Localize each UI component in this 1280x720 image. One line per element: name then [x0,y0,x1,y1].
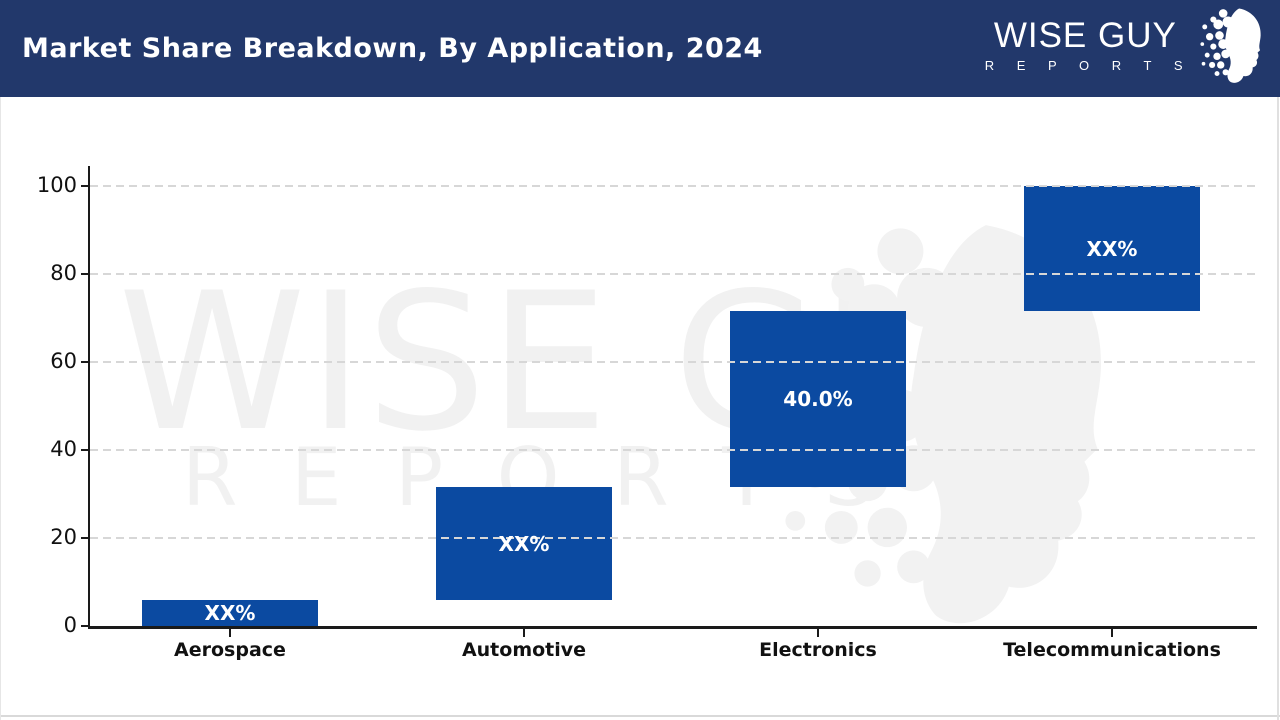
bar-value-label-telecommunications: XX% [1086,236,1138,261]
x-tick-telecommunications [1111,629,1113,637]
dotted-head-icon [1200,8,1261,83]
wise-guy-reports-logo: WISE GUY R E P O R T S [985,6,1270,92]
gridline-y-60 [90,361,1257,363]
left-hairline [0,97,1,720]
y-tick-label-60: 60 [50,349,77,373]
gridline-y-40 [90,449,1257,451]
y-tick-label-100: 100 [36,173,77,197]
page-title: Market Share Breakdown, By Application, … [22,33,763,64]
x-category-label-automotive: Automotive [461,639,587,661]
y-axis-line [88,166,90,629]
bar-aerospace [142,600,318,626]
x-category-label-aerospace: Aerospace [174,639,286,661]
bar-value-label-aerospace: XX% [204,601,256,626]
y-tick-label-20: 20 [50,525,77,549]
bar-automotive [436,487,612,601]
y-tick-label-80: 80 [50,261,77,285]
y-tick-20 [81,537,90,539]
bar-value-label-electronics: 40.0% [783,387,853,412]
y-tick-60 [81,361,90,363]
y-tick-label-0: 0 [63,613,77,637]
x-category-label-electronics: Electronics [759,639,877,661]
bottom-hairline [0,715,1280,717]
gridline-y-20 [90,537,1257,539]
right-hairline [1277,97,1279,720]
x-tick-electronics [817,629,819,637]
bar-telecommunications [1024,186,1200,312]
x-tick-automotive [523,629,525,637]
gridline-y-80 [90,273,1257,275]
y-tick-40 [81,449,90,451]
bar-electronics [730,311,906,488]
x-axis-line [88,626,1257,629]
bar-value-label-automotive: XX% [498,531,550,556]
logo-brand-name: WISE GUY [993,16,1177,55]
gridline-y-100 [90,185,1257,187]
y-tick-100 [81,185,90,187]
logo-brand-subtitle: R E P O R T S [984,57,1192,73]
header-bar: Market Share Breakdown, By Application, … [0,0,1280,97]
logo-text: WISE GUY R E P O R T S [979,16,1192,73]
y-tick-80 [81,273,90,275]
x-tick-aerospace [229,629,231,637]
x-category-label-telecommunications: Telecommunications [1003,639,1221,661]
y-tick-0 [81,625,90,627]
y-tick-label-40: 40 [50,437,77,461]
